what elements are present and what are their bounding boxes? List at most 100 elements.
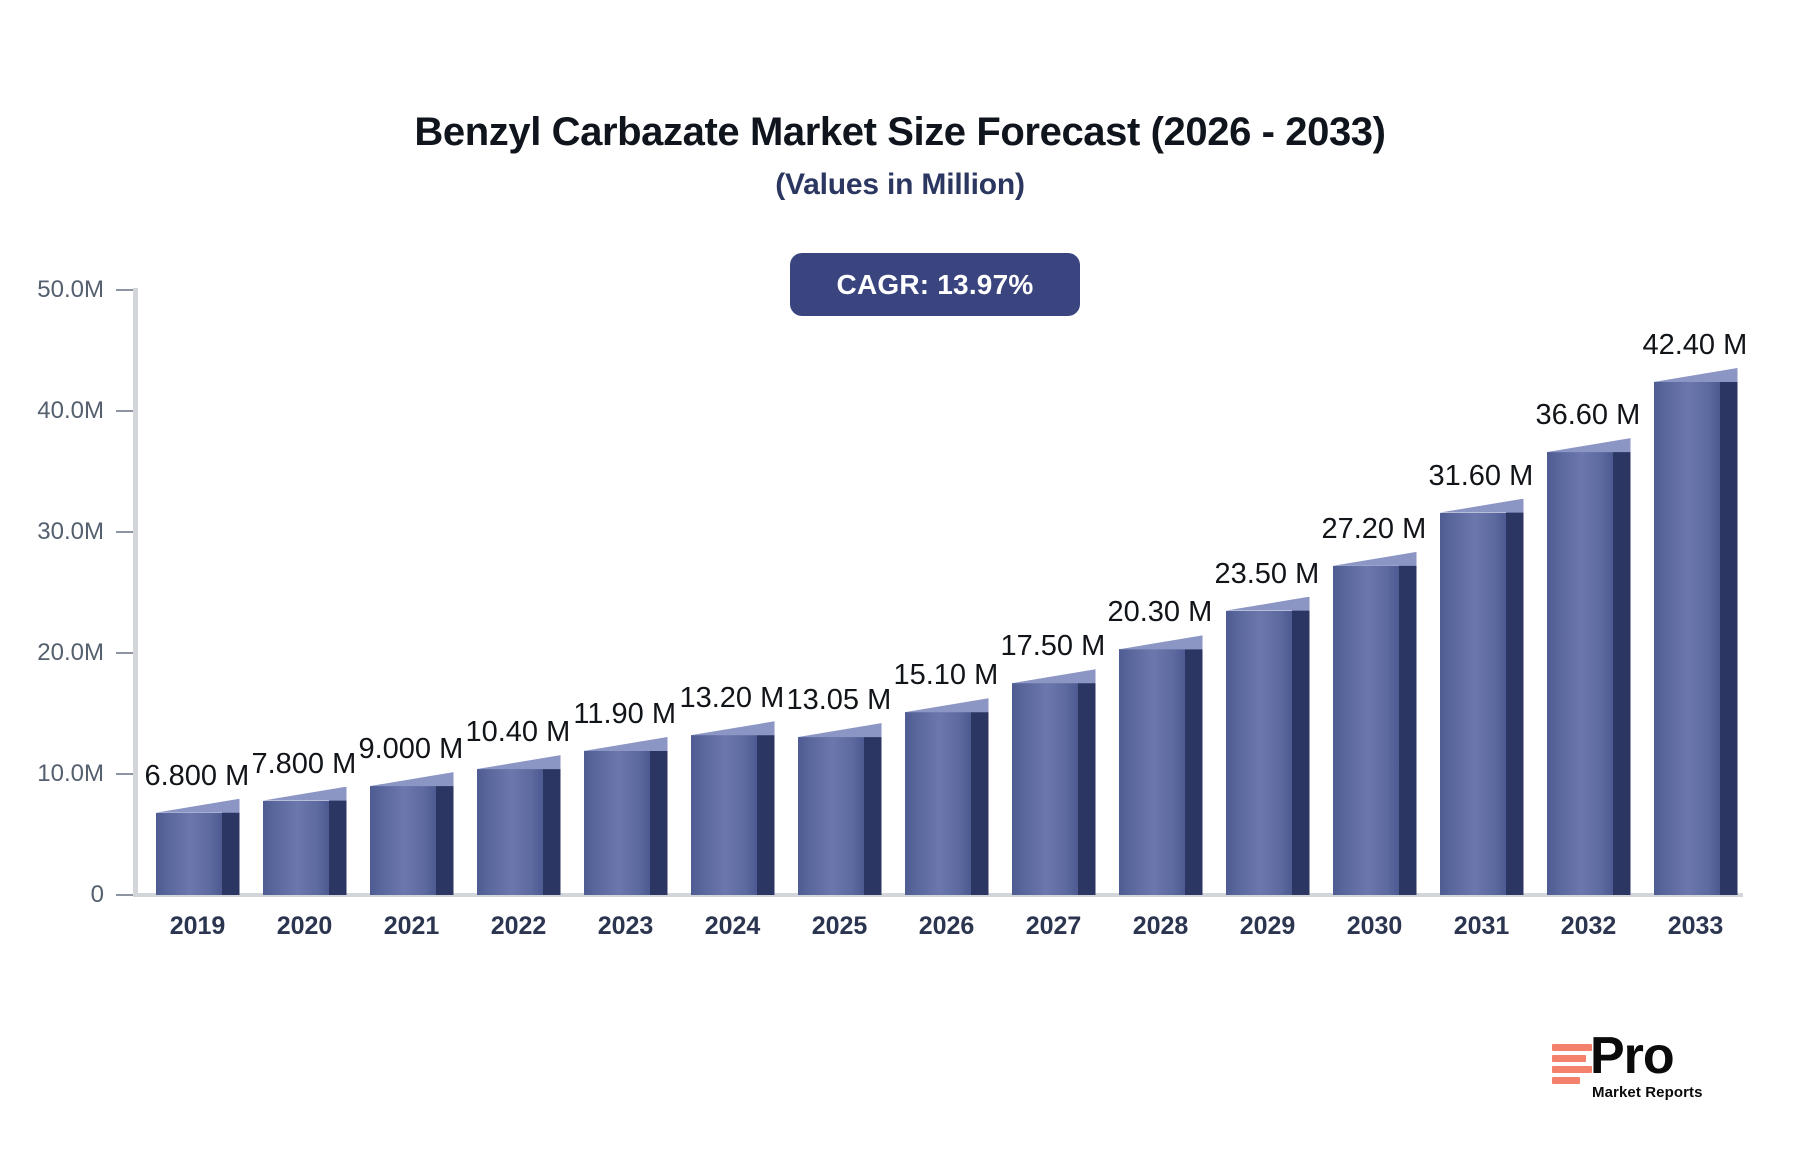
bar-top-face bbox=[476, 755, 561, 770]
bar-side-face bbox=[328, 786, 347, 895]
bar-side-face bbox=[435, 772, 454, 895]
bar-side-face bbox=[1077, 669, 1096, 895]
y-axis-tick-dash bbox=[116, 289, 133, 291]
bar-front-face bbox=[1011, 683, 1078, 895]
cagr-badge-label: CAGR: 13.97% bbox=[836, 268, 1034, 300]
x-axis-label: 2030 bbox=[1346, 912, 1403, 940]
bar-value-label: 36.60 M bbox=[1535, 399, 1641, 432]
bar[interactable]: 7.800 M bbox=[251, 748, 356, 895]
y-axis-line bbox=[133, 288, 138, 897]
bar-top-face bbox=[1546, 438, 1631, 453]
x-axis-line bbox=[133, 893, 1743, 897]
y-axis-tick: 30.0M bbox=[0, 518, 133, 546]
bar-side-face bbox=[1291, 596, 1310, 895]
bar-side-face bbox=[1398, 551, 1417, 895]
bar-value-label: 13.05 M bbox=[786, 684, 892, 717]
y-axis-tick-dash bbox=[116, 652, 133, 654]
bar-side-face bbox=[756, 721, 775, 895]
bar-front-face bbox=[1118, 649, 1185, 895]
y-axis-tick: 10.0M bbox=[0, 760, 133, 788]
logo-bar-4 bbox=[1552, 1077, 1580, 1084]
bar-front-face bbox=[369, 786, 436, 895]
bar-top-face bbox=[797, 723, 882, 738]
logo-wordmark: Pro bbox=[1590, 1027, 1675, 1085]
bar-top-face bbox=[1332, 551, 1417, 566]
bar-front-face bbox=[1332, 565, 1399, 895]
y-axis-tick-dash bbox=[116, 773, 133, 775]
bar-value-label: 9.000 M bbox=[358, 733, 464, 766]
y-axis-tick-label: 20.0M bbox=[37, 639, 104, 666]
bar-value-label: 27.20 M bbox=[1321, 512, 1427, 545]
pro-market-reports-logo-icon bbox=[1552, 1042, 1614, 1086]
bar-top-face bbox=[1653, 367, 1738, 382]
bar-front-face bbox=[1653, 381, 1720, 895]
bar-top-face bbox=[369, 772, 454, 787]
y-axis-tick-label: 10.0M bbox=[37, 760, 104, 787]
bar-top-face bbox=[583, 737, 668, 752]
x-axis-label: 2020 bbox=[276, 912, 333, 940]
bar-side-face bbox=[542, 755, 561, 895]
y-axis-tick: 20.0M bbox=[0, 639, 133, 667]
bar-front-face bbox=[1546, 452, 1613, 895]
bar-front-face bbox=[904, 712, 971, 895]
logo-bar-1 bbox=[1552, 1044, 1592, 1051]
bar-front-face bbox=[583, 751, 650, 895]
x-axis-label: 2028 bbox=[1132, 912, 1189, 940]
bar[interactable]: 20.30 M bbox=[1107, 596, 1212, 895]
x-axis-label: 2023 bbox=[597, 912, 654, 940]
bar-front-face bbox=[797, 737, 864, 895]
bar-value-label: 6.800 M bbox=[144, 759, 250, 792]
bar[interactable]: 13.05 M bbox=[786, 684, 891, 895]
bar-side-face bbox=[1719, 367, 1738, 895]
brand-logo: Pro Market Reports bbox=[1552, 1030, 1742, 1108]
bar[interactable]: 42.40 M bbox=[1642, 329, 1747, 895]
bar[interactable]: 9.000 M bbox=[358, 733, 463, 895]
logo-tagline: Market Reports bbox=[1592, 1084, 1703, 1101]
bar-top-face bbox=[1225, 596, 1310, 611]
bar-value-label: 23.50 M bbox=[1214, 557, 1320, 590]
bar[interactable]: 10.40 M bbox=[465, 716, 570, 895]
bar-front-face bbox=[1225, 610, 1292, 895]
bar-top-face bbox=[1011, 669, 1096, 684]
y-axis-tick-dash bbox=[116, 894, 133, 896]
x-axis-label: 2021 bbox=[383, 912, 440, 940]
bar-front-face bbox=[262, 800, 329, 895]
x-axis-label: 2027 bbox=[1025, 912, 1082, 940]
x-axis-label: 2031 bbox=[1453, 912, 1510, 940]
bar[interactable]: 36.60 M bbox=[1535, 399, 1640, 895]
bar-top-face bbox=[1118, 635, 1203, 650]
bar-value-label: 15.10 M bbox=[893, 659, 999, 692]
x-axis-label: 2024 bbox=[704, 912, 761, 940]
bar[interactable]: 31.60 M bbox=[1428, 460, 1533, 895]
bar-top-face bbox=[904, 698, 989, 713]
bar-side-face bbox=[863, 723, 882, 895]
x-axis-label: 2032 bbox=[1560, 912, 1617, 940]
bar-side-face bbox=[970, 698, 989, 895]
bar[interactable]: 13.20 M bbox=[679, 682, 784, 895]
bar[interactable]: 23.50 M bbox=[1214, 558, 1319, 895]
bar[interactable]: 27.20 M bbox=[1321, 513, 1426, 895]
bar[interactable]: 11.90 M bbox=[573, 698, 676, 895]
bar-value-label: 13.20 M bbox=[679, 682, 785, 715]
bar-top-face bbox=[155, 798, 240, 813]
bar-side-face bbox=[649, 737, 668, 895]
bar-side-face bbox=[221, 798, 240, 895]
bar-front-face bbox=[155, 812, 222, 895]
logo-bar-3 bbox=[1552, 1066, 1592, 1073]
chart-subtitle: (Values in Million) bbox=[775, 168, 1025, 201]
x-axis-label: 2025 bbox=[811, 912, 868, 940]
bar[interactable]: 6.800 M bbox=[144, 760, 249, 895]
logo-bar-2 bbox=[1552, 1055, 1586, 1062]
bar-side-face bbox=[1612, 438, 1631, 895]
bar-value-label: 42.40 M bbox=[1642, 328, 1748, 361]
y-axis-tick-dash bbox=[116, 410, 133, 412]
bar[interactable]: 17.50 M bbox=[1000, 630, 1105, 895]
bar-top-face bbox=[1439, 498, 1524, 513]
bar-side-face bbox=[1184, 635, 1203, 895]
bar-top-face bbox=[690, 721, 775, 736]
y-axis-tick-label: 30.0M bbox=[37, 518, 104, 545]
bar-value-label: 20.30 M bbox=[1107, 596, 1213, 629]
bar[interactable]: 15.10 M bbox=[893, 659, 998, 895]
y-axis-tick-dash bbox=[116, 531, 133, 533]
